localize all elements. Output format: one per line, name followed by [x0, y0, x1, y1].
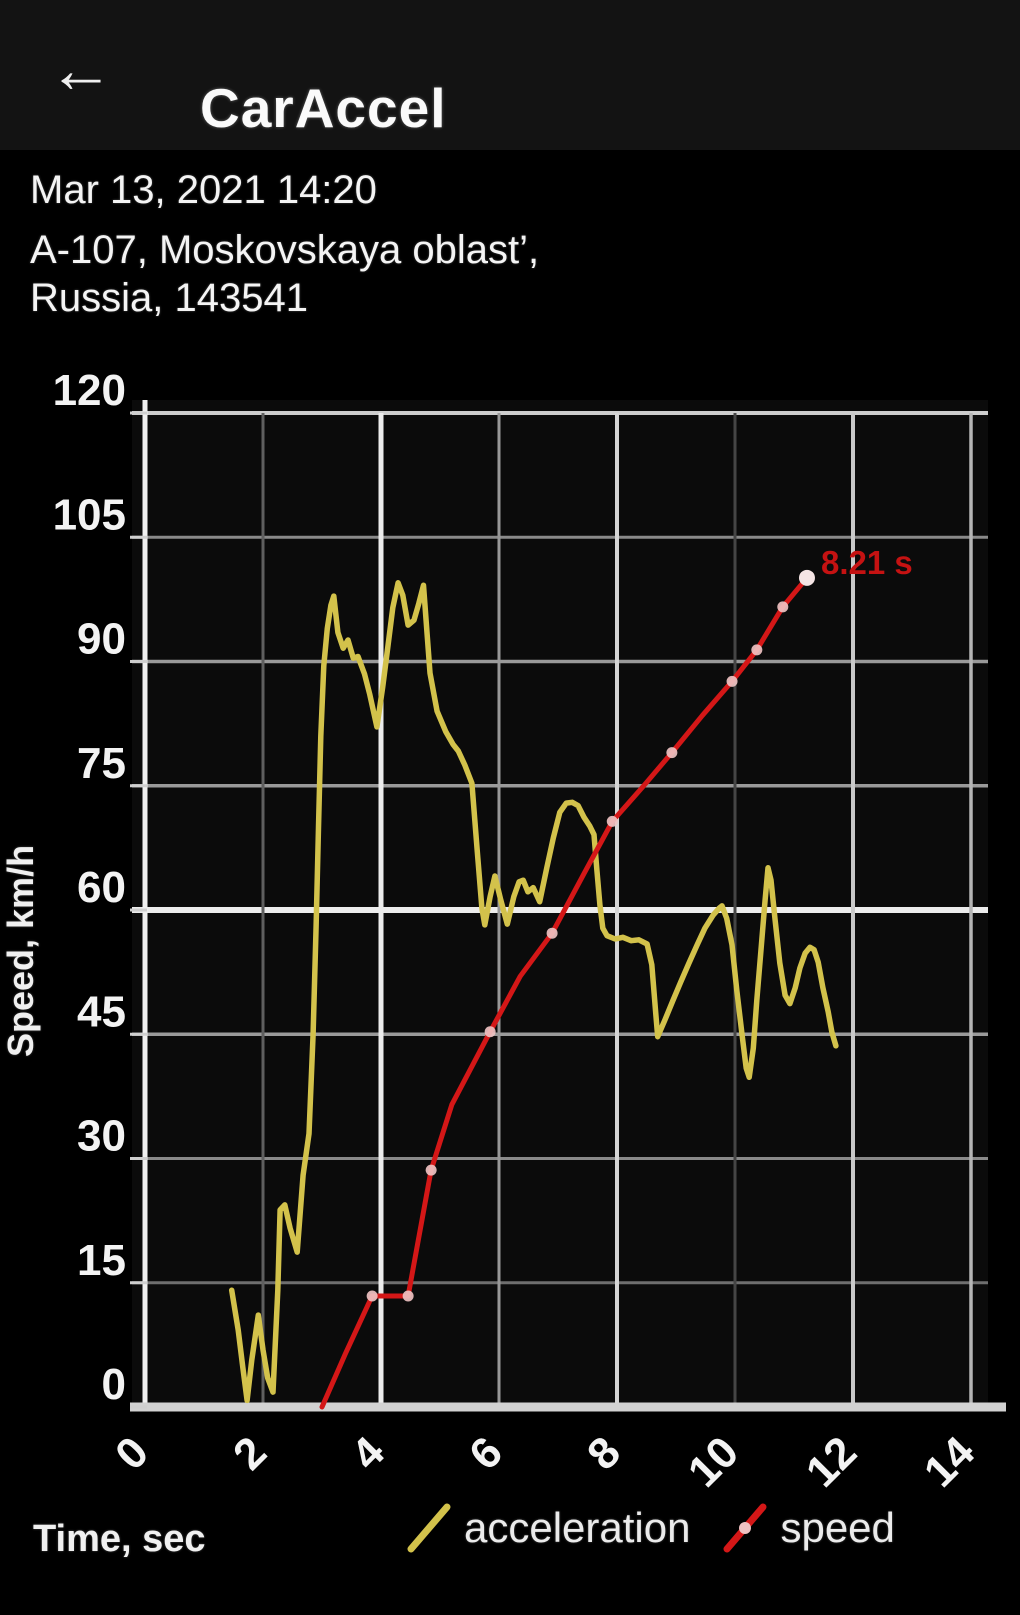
session-address-line1: A-107, Moskovskaya oblast’, [30, 228, 540, 272]
y-tick-label-60: 60 [77, 863, 126, 912]
y-tick-label-30: 30 [77, 1112, 126, 1161]
speed-line [319, 575, 810, 1410]
speed-marker-3 [484, 1026, 496, 1038]
acceleration-line-icon [407, 1503, 451, 1553]
x-tick-label-4: 4 [342, 1427, 394, 1479]
x-tick-label-8: 8 [578, 1427, 630, 1479]
speed-line-icon [723, 1503, 767, 1553]
x-tick-label-6: 6 [460, 1427, 512, 1479]
chart-legend: acceleration speed [404, 1500, 913, 1556]
speed-marker-9 [777, 601, 789, 613]
x-tick-label-0: 0 [106, 1427, 158, 1479]
page-title: CarAccel [200, 76, 447, 139]
x-tick-label-10: 10 [679, 1427, 748, 1496]
y-axis-title: Speed, km/h [0, 844, 41, 1058]
y-tick-label-15: 15 [77, 1236, 126, 1285]
app-bar: ← CarAccel [0, 0, 1020, 150]
speed-marker-0 [366, 1290, 378, 1302]
speed-marker-7 [726, 675, 738, 687]
speed-endpoint-marker [798, 569, 815, 586]
plot-area [132, 400, 988, 1407]
y-tick-label-105: 105 [53, 490, 126, 539]
acceleration-line [228, 580, 839, 1404]
session-address-line2: Russia, 143541 [30, 276, 308, 320]
speed-marker-4 [546, 927, 558, 939]
speed-marker-6 [666, 747, 678, 759]
legend-swatch-speed-marker [739, 1522, 752, 1534]
speed-marker-5 [606, 815, 618, 827]
y-tick-label-90: 90 [77, 615, 126, 664]
speed-marker-1 [402, 1290, 414, 1302]
annotation-0-100-time: 8.21 s [821, 544, 913, 581]
legend-label-speed: speed [780, 1504, 895, 1551]
legend-label-acceleration: acceleration [464, 1504, 691, 1551]
speed-marker-2 [425, 1164, 437, 1176]
session-datetime: Mar 13, 2021 14:20 [30, 168, 377, 212]
speed-marker-8 [751, 644, 763, 656]
back-arrow-icon[interactable]: ← [48, 32, 114, 106]
legend-item-speed: speed [720, 1500, 895, 1556]
legend-swatch-acceleration [407, 1503, 451, 1553]
x-axis-title: Time, sec [33, 1518, 206, 1560]
y-tick-label-0: 0 [102, 1360, 126, 1409]
y-tick-label-75: 75 [77, 739, 126, 788]
x-tick-label-14: 14 [915, 1427, 985, 1497]
y-tick-label-45: 45 [77, 987, 126, 1036]
y-tick-label-120: 120 [53, 366, 126, 415]
x-tick-label-2: 2 [224, 1427, 276, 1479]
legend-item-acceleration: acceleration [404, 1500, 690, 1556]
x-tick-label-12: 12 [797, 1427, 866, 1496]
